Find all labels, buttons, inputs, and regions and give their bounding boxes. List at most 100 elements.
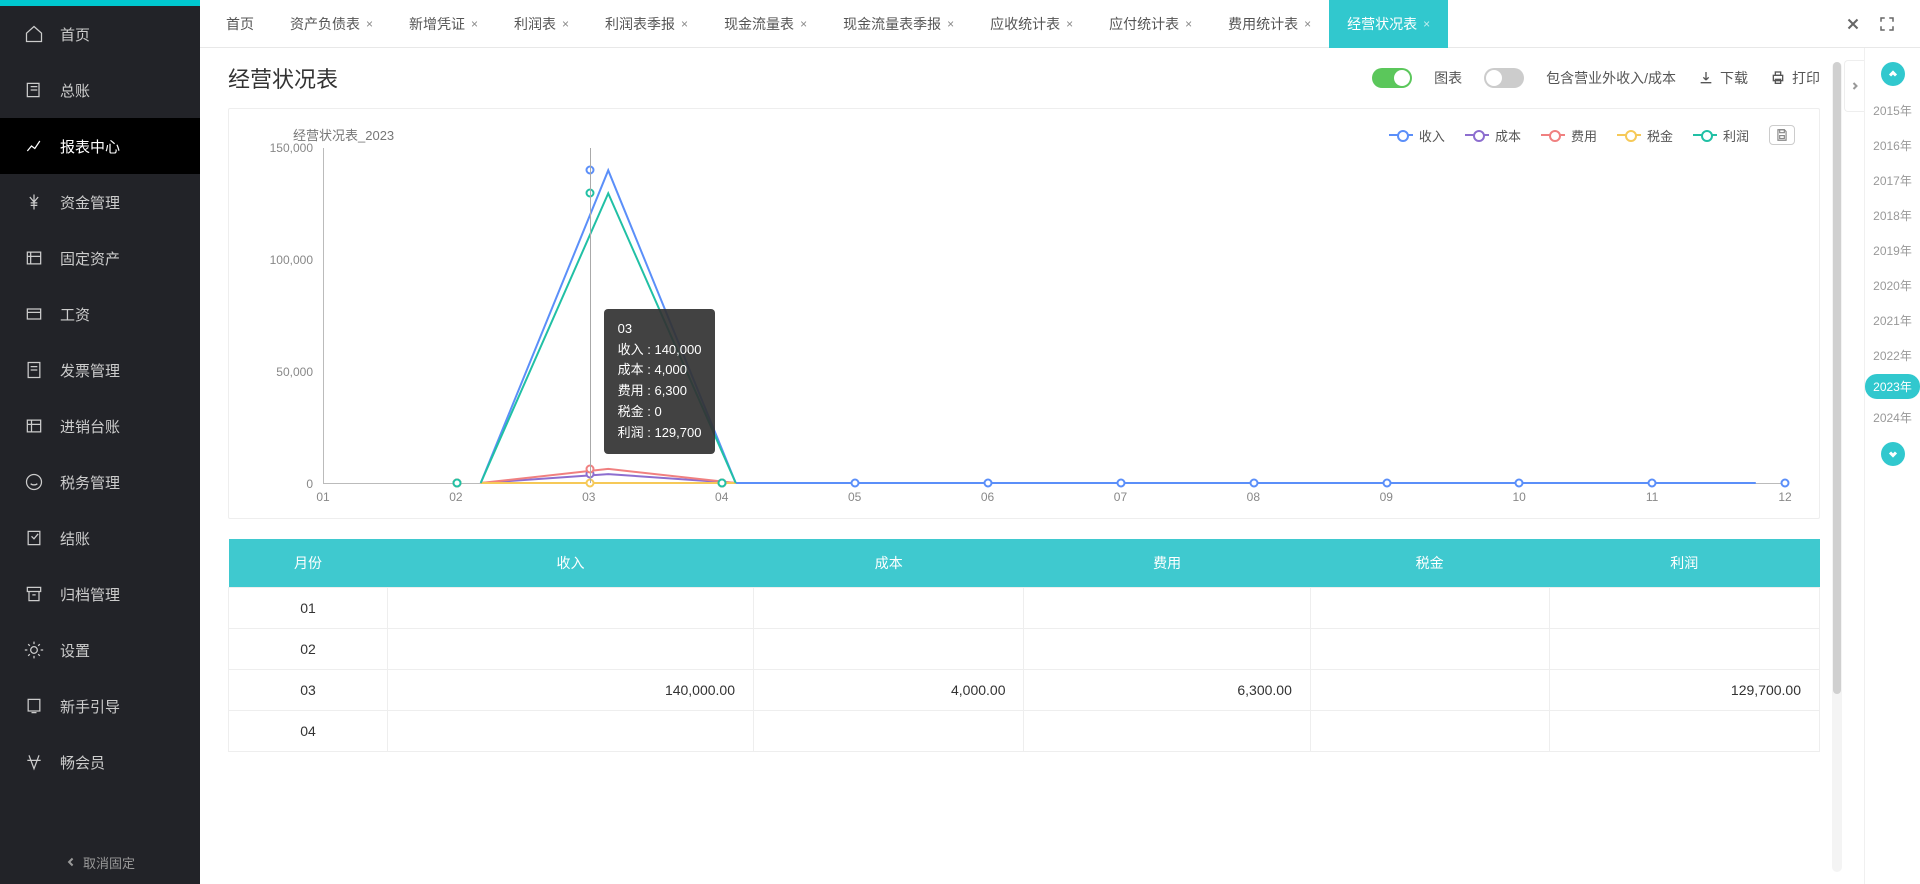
- tab-close-icon[interactable]: ×: [681, 17, 688, 31]
- sidebar-item-ledger[interactable]: 总账: [0, 62, 200, 118]
- legend-profit[interactable]: 利润: [1693, 126, 1749, 145]
- year-2023年[interactable]: 2023年: [1865, 374, 1920, 399]
- sidebar-item-chart[interactable]: 报表中心: [0, 118, 200, 174]
- chart-area: 050,000100,000150,000 03收入 : 140,000成本 :…: [323, 148, 1785, 508]
- year-2024年[interactable]: 2024年: [1873, 401, 1912, 434]
- sidebar-item-archive[interactable]: 归档管理: [0, 566, 200, 622]
- legend-tax[interactable]: 税金: [1617, 126, 1673, 145]
- tab-label: 利润表季报: [605, 14, 675, 34]
- x-label: 12: [1778, 490, 1791, 504]
- table-cell: 03: [229, 670, 388, 711]
- year-2016年[interactable]: 2016年: [1873, 129, 1912, 162]
- content-scrollbar[interactable]: [1832, 62, 1842, 872]
- year-up-icon[interactable]: [1881, 62, 1905, 86]
- tab-close-icon[interactable]: ×: [562, 17, 569, 31]
- sidebar-item-label: 固定资产: [60, 248, 120, 269]
- table-cell: [1549, 629, 1820, 670]
- tab-label: 现金流量表: [724, 14, 794, 34]
- asset-icon: [24, 248, 44, 268]
- sidebar-item-stock[interactable]: 进销台账: [0, 398, 200, 454]
- year-2020年[interactable]: 2020年: [1873, 269, 1912, 302]
- year-rail-collapse[interactable]: [1844, 60, 1864, 112]
- legend-label: 利润: [1723, 126, 1749, 145]
- x-label: 08: [1247, 490, 1260, 504]
- download-button[interactable]: 下载: [1698, 68, 1748, 88]
- sidebar-item-yen[interactable]: 资金管理: [0, 174, 200, 230]
- tab-close-icon[interactable]: ×: [1066, 17, 1073, 31]
- year-2017年[interactable]: 2017年: [1873, 164, 1912, 197]
- sidebar-item-home[interactable]: 首页: [0, 6, 200, 62]
- x-label: 05: [848, 490, 861, 504]
- sidebar-item-invoice[interactable]: 发票管理: [0, 342, 200, 398]
- sidebar-item-gear[interactable]: 设置: [0, 622, 200, 678]
- tab-label: 费用统计表: [1228, 14, 1298, 34]
- sidebar-item-guide[interactable]: 新手引导: [0, 678, 200, 734]
- sidebar-item-label: 归档管理: [60, 584, 120, 605]
- home-icon: [24, 24, 44, 44]
- tab-close-icon[interactable]: ×: [800, 17, 807, 31]
- tab-费用统计表[interactable]: 费用统计表 ×: [1210, 0, 1329, 48]
- sidebar-item-label: 总账: [60, 80, 90, 101]
- tab-新增凭证[interactable]: 新增凭证×: [391, 0, 496, 48]
- tab-close-icon[interactable]: ×: [947, 17, 954, 31]
- tab-经营状况表[interactable]: 经营状况表 ×: [1329, 0, 1448, 48]
- year-2021年[interactable]: 2021年: [1873, 304, 1912, 337]
- toggle-extra-income[interactable]: [1484, 68, 1524, 88]
- tab-现金流量表[interactable]: 现金流量表 ×: [706, 0, 825, 48]
- toggle-chart[interactable]: [1372, 68, 1412, 88]
- tab-应付统计表[interactable]: 应付统计表×: [1091, 0, 1210, 48]
- tab-利润表季报[interactable]: 利润表季报 ×: [587, 0, 706, 48]
- table-cell: [1310, 711, 1549, 752]
- tab-应收统计表[interactable]: 应收统计表×: [972, 0, 1091, 48]
- tab-资产负债表[interactable]: 资产负债表×: [272, 0, 391, 48]
- x-label: 04: [715, 490, 728, 504]
- tabs-close-all[interactable]: [1844, 15, 1862, 33]
- tabs-bar: 首页资产负债表×新增凭证×利润表×利润表季报×现金流量表×现金流量表季报×应收统…: [200, 0, 1920, 48]
- page-title: 经营状况表: [228, 62, 338, 94]
- salary-icon: [24, 304, 44, 324]
- guide-icon: [24, 696, 44, 716]
- sidebar-item-close-account[interactable]: 结账: [0, 510, 200, 566]
- sidebar-item-vip[interactable]: 畅会员: [0, 734, 200, 790]
- table-cell: 129,700.00: [1549, 670, 1820, 711]
- legend-expense[interactable]: 费用: [1541, 126, 1597, 145]
- tab-close-icon[interactable]: ×: [1304, 17, 1311, 31]
- sidebar-item-label: 畅会员: [60, 752, 105, 773]
- legend-cost[interactable]: 成本: [1465, 126, 1521, 145]
- year-2022年[interactable]: 2022年: [1873, 339, 1912, 372]
- tab-现金流量表季报[interactable]: 现金流量表季报×: [825, 0, 972, 48]
- tab-首页[interactable]: 首页: [208, 0, 272, 48]
- chart-icon: [24, 136, 44, 156]
- legend-income[interactable]: 收入: [1389, 126, 1445, 145]
- table-cell: 04: [229, 711, 388, 752]
- sidebar-item-label: 结账: [60, 528, 90, 549]
- tab-close-icon[interactable]: ×: [471, 17, 478, 31]
- x-label: 06: [981, 490, 994, 504]
- tab-close-icon[interactable]: ×: [1423, 17, 1430, 31]
- fullscreen-icon[interactable]: [1878, 15, 1896, 33]
- year-2019年[interactable]: 2019年: [1873, 234, 1912, 267]
- tab-利润表[interactable]: 利润表×: [496, 0, 587, 48]
- tab-close-icon[interactable]: ×: [366, 17, 373, 31]
- tab-close-icon[interactable]: ×: [1185, 17, 1192, 31]
- sidebar-item-salary[interactable]: 工资: [0, 286, 200, 342]
- sidebar-item-label: 发票管理: [60, 360, 120, 381]
- year-2015年[interactable]: 2015年: [1873, 94, 1912, 127]
- table-header: 税金: [1310, 539, 1549, 588]
- tab-label: 经营状况表: [1347, 14, 1417, 34]
- year-down-icon[interactable]: [1881, 442, 1905, 466]
- sidebar-item-tax[interactable]: 税务管理: [0, 454, 200, 510]
- sidebar-item-label: 报表中心: [60, 136, 120, 157]
- print-button[interactable]: 打印: [1770, 68, 1820, 88]
- legend-label: 成本: [1495, 126, 1521, 145]
- x-label: 10: [1512, 490, 1525, 504]
- sidebar-unpin[interactable]: 取消固定: [0, 840, 200, 884]
- sidebar-item-asset[interactable]: 固定资产: [0, 230, 200, 286]
- sidebar: 首页总账报表中心资金管理固定资产工资发票管理进销台账税务管理结账归档管理设置新手…: [0, 0, 200, 884]
- table-cell: 01: [229, 588, 388, 629]
- chart-plot[interactable]: 03收入 : 140,000成本 : 4,000费用 : 6,300税金 : 0…: [323, 148, 1785, 484]
- year-2018年[interactable]: 2018年: [1873, 199, 1912, 232]
- y-tick: 50,000: [253, 365, 313, 379]
- chart-save-icon[interactable]: [1769, 125, 1795, 145]
- toggle-extra-label: 包含营业外收入/成本: [1546, 68, 1676, 88]
